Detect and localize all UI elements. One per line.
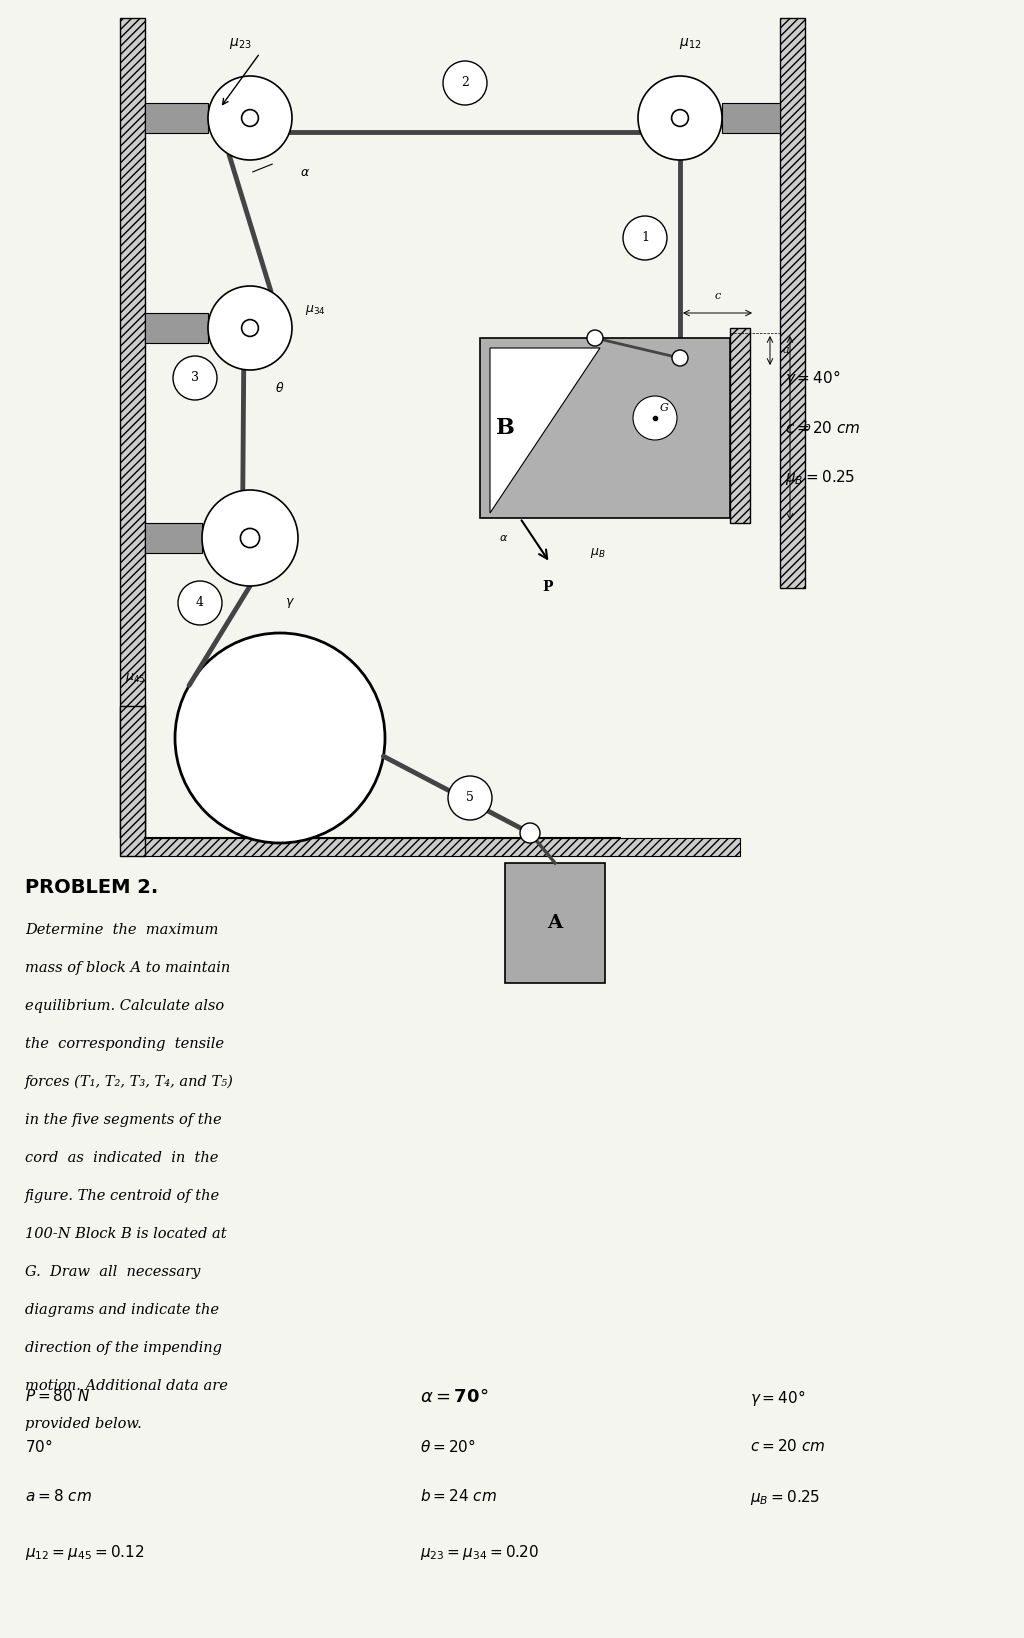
Text: $b = 24\ cm$: $b = 24\ cm$ xyxy=(420,1487,497,1504)
Bar xyxy=(145,839,620,853)
Bar xyxy=(505,863,605,983)
Circle shape xyxy=(178,581,222,626)
Text: PROBLEM 2.: PROBLEM 2. xyxy=(25,878,159,898)
Text: forces (T₁, T₂, T₃, T₄, and T₅): forces (T₁, T₂, T₃, T₄, and T₅) xyxy=(25,1075,233,1089)
Bar xyxy=(120,18,145,839)
Text: 2: 2 xyxy=(461,77,469,90)
Text: B: B xyxy=(496,418,514,439)
Text: $a = 8\ cm$: $a = 8\ cm$ xyxy=(25,1487,92,1504)
Circle shape xyxy=(443,61,487,105)
Text: diagrams and indicate the: diagrams and indicate the xyxy=(25,1302,219,1317)
Bar xyxy=(722,103,780,133)
Text: $c = 20\ cm$: $c = 20\ cm$ xyxy=(785,419,860,436)
Text: mass of block A to maintain: mass of block A to maintain xyxy=(25,962,230,975)
Text: provided below.: provided below. xyxy=(25,1417,141,1432)
Circle shape xyxy=(175,632,385,844)
Circle shape xyxy=(242,110,258,126)
Text: in the five segments of the: in the five segments of the xyxy=(25,1112,221,1127)
Text: $\alpha$: $\alpha$ xyxy=(499,532,508,544)
Text: $\mu_B$: $\mu_B$ xyxy=(590,545,605,560)
Circle shape xyxy=(208,287,292,370)
Text: $\mu_{23} = \mu_{34} = 0.20$: $\mu_{23} = \mu_{34} = 0.20$ xyxy=(420,1543,539,1563)
Text: G.  Draw  all  necessary: G. Draw all necessary xyxy=(25,1265,201,1279)
Circle shape xyxy=(173,355,217,400)
Text: motion. Additional data are: motion. Additional data are xyxy=(25,1379,228,1392)
Circle shape xyxy=(242,319,258,336)
Circle shape xyxy=(587,329,603,346)
Bar xyxy=(730,328,750,523)
Text: $\mu_{12}$: $\mu_{12}$ xyxy=(679,36,701,51)
Text: figure. The centroid of the: figure. The centroid of the xyxy=(25,1189,220,1202)
Bar xyxy=(780,18,805,588)
Text: the  corresponding  tensile: the corresponding tensile xyxy=(25,1037,224,1052)
Text: b: b xyxy=(802,421,810,434)
Text: A: A xyxy=(548,914,562,932)
Text: $\theta$: $\theta$ xyxy=(275,382,285,395)
Circle shape xyxy=(623,216,667,260)
Bar xyxy=(120,706,145,857)
Text: $P = 80\ N$: $P = 80\ N$ xyxy=(25,1387,90,1404)
Text: 5: 5 xyxy=(466,791,474,804)
Text: a: a xyxy=(783,346,790,355)
Text: $70°$: $70°$ xyxy=(25,1438,52,1455)
Text: $\gamma = 40°$: $\gamma = 40°$ xyxy=(785,369,841,388)
Text: 1: 1 xyxy=(641,231,649,244)
Bar xyxy=(145,313,208,342)
Circle shape xyxy=(672,351,688,365)
Bar xyxy=(480,337,730,518)
Text: $\mu_{34}$: $\mu_{34}$ xyxy=(305,303,326,318)
Text: equilibrium. Calculate also: equilibrium. Calculate also xyxy=(25,999,224,1012)
Polygon shape xyxy=(490,347,600,513)
Bar xyxy=(140,839,740,857)
Text: $\alpha = \mathbf{70}°$: $\alpha = \mathbf{70}°$ xyxy=(420,1387,488,1405)
Text: $\theta = 20°$: $\theta = 20°$ xyxy=(420,1438,476,1455)
Text: $c = 20\ cm$: $c = 20\ cm$ xyxy=(750,1438,825,1455)
Text: Determine  the  maximum: Determine the maximum xyxy=(25,922,218,937)
Text: 3: 3 xyxy=(191,372,199,385)
Text: 100-N Block B is located at: 100-N Block B is located at xyxy=(25,1227,226,1242)
Bar xyxy=(145,103,208,133)
Text: G: G xyxy=(660,403,669,413)
Text: cord  as  indicated  in  the: cord as indicated in the xyxy=(25,1152,218,1165)
Bar xyxy=(145,523,202,554)
Circle shape xyxy=(672,110,688,126)
Circle shape xyxy=(520,822,540,844)
Circle shape xyxy=(202,490,298,586)
Text: $\mu_{23}$: $\mu_{23}$ xyxy=(228,36,251,51)
Text: $\mu_B = 0.25$: $\mu_B = 0.25$ xyxy=(785,468,855,488)
Text: $\alpha$: $\alpha$ xyxy=(300,167,310,180)
Text: P: P xyxy=(543,580,553,595)
Text: $\gamma = 40°$: $\gamma = 40°$ xyxy=(750,1387,806,1409)
Text: direction of the impending: direction of the impending xyxy=(25,1342,222,1355)
Circle shape xyxy=(633,396,677,441)
Text: 4: 4 xyxy=(196,596,204,609)
Text: $\gamma$: $\gamma$ xyxy=(285,596,295,609)
Circle shape xyxy=(208,75,292,161)
Circle shape xyxy=(241,529,260,547)
Text: $\mu_{12} = \mu_{45} = 0.12$: $\mu_{12} = \mu_{45} = 0.12$ xyxy=(25,1543,144,1563)
Circle shape xyxy=(449,776,492,821)
Text: $\mu_{45}$: $\mu_{45}$ xyxy=(125,672,145,685)
Circle shape xyxy=(638,75,722,161)
Text: $\mu_B = 0.25$: $\mu_B = 0.25$ xyxy=(750,1487,820,1507)
Text: c: c xyxy=(715,292,721,301)
